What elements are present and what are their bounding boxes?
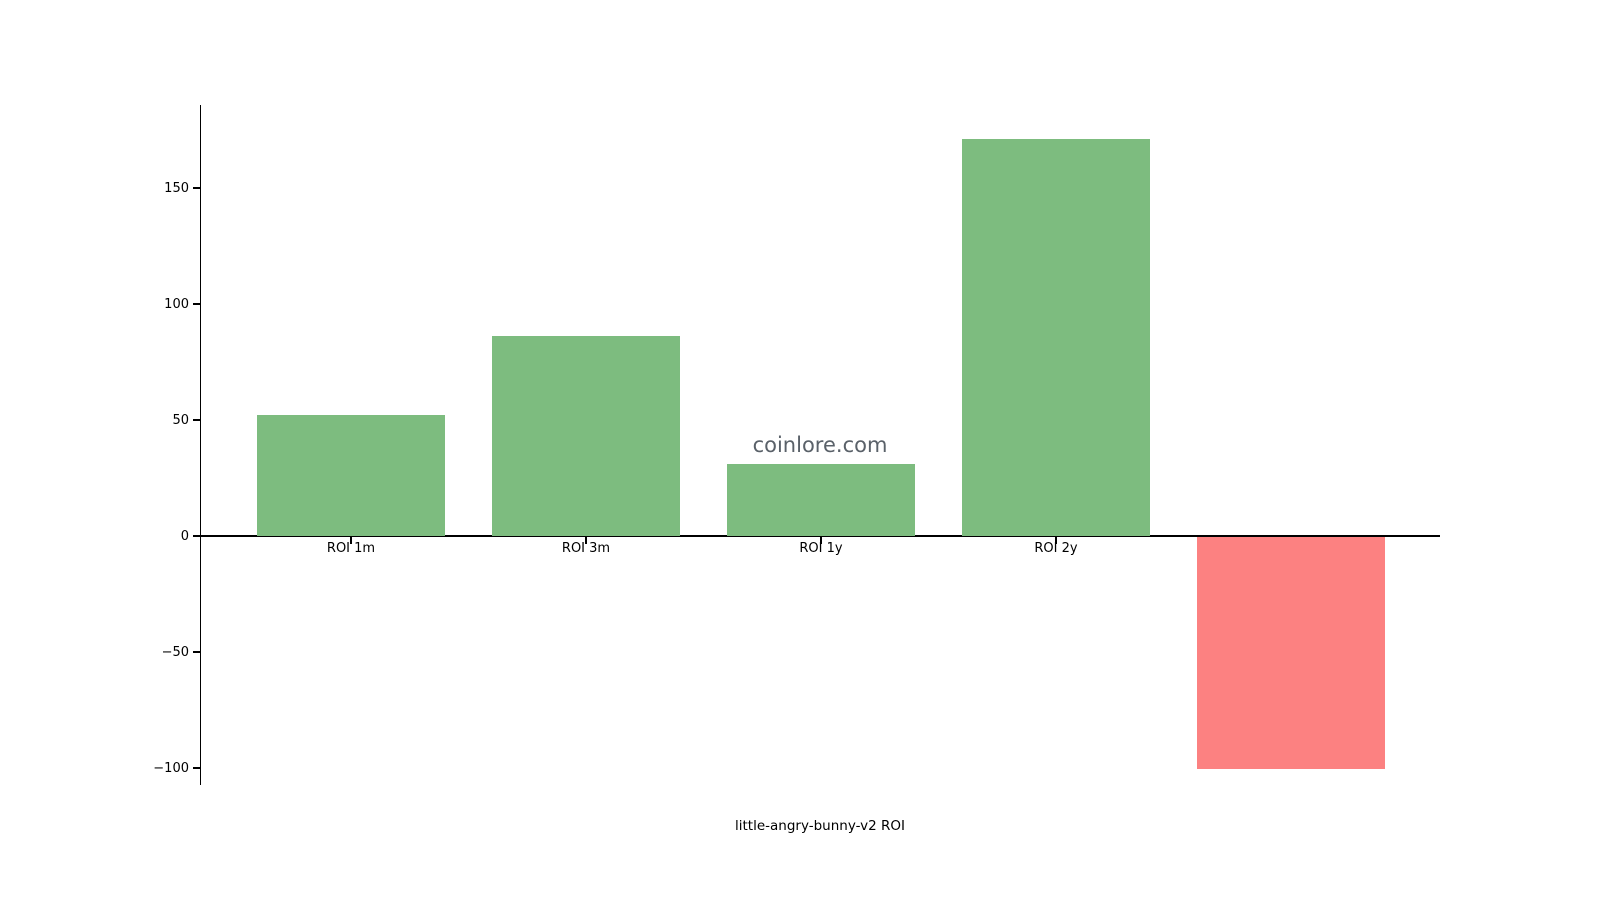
x-tick-label: ROI 3m xyxy=(561,541,611,556)
y-tick-label: 50 xyxy=(172,412,189,428)
x-tick-mark xyxy=(350,536,352,544)
y-tick-mark xyxy=(193,767,200,769)
y-axis-spine xyxy=(200,105,202,785)
y-tick-mark xyxy=(193,651,200,653)
y-tick-mark xyxy=(193,187,200,189)
chart-title: little-angry-bunny-v2 ROI xyxy=(735,818,905,834)
x-tick-label: ROI 2y xyxy=(1034,541,1078,556)
x-tick-mark xyxy=(585,536,587,544)
x-tick-label: ROI 1m xyxy=(326,541,376,556)
bar-roi-1m xyxy=(257,415,445,536)
bar-roi-2y xyxy=(962,139,1150,536)
x-tick-label: ROI 1y xyxy=(799,541,843,556)
x-tick-mark xyxy=(820,536,822,544)
y-tick-mark xyxy=(193,419,200,421)
y-tick-mark xyxy=(193,535,200,537)
y-tick-label: 100 xyxy=(164,296,189,312)
watermark: coinlore.com xyxy=(752,433,888,457)
y-tick-mark xyxy=(193,303,200,305)
x-axis-zero-line xyxy=(200,535,1440,537)
bar-roi-3m xyxy=(492,336,680,536)
y-tick-label: −50 xyxy=(161,644,189,660)
x-tick-mark xyxy=(1055,536,1057,544)
y-tick-label: −100 xyxy=(153,760,189,776)
y-tick-label: 150 xyxy=(164,180,189,196)
bar-roi-1y xyxy=(727,464,915,536)
bar-unlabeled xyxy=(1197,537,1385,769)
y-tick-label: 0 xyxy=(180,528,189,544)
